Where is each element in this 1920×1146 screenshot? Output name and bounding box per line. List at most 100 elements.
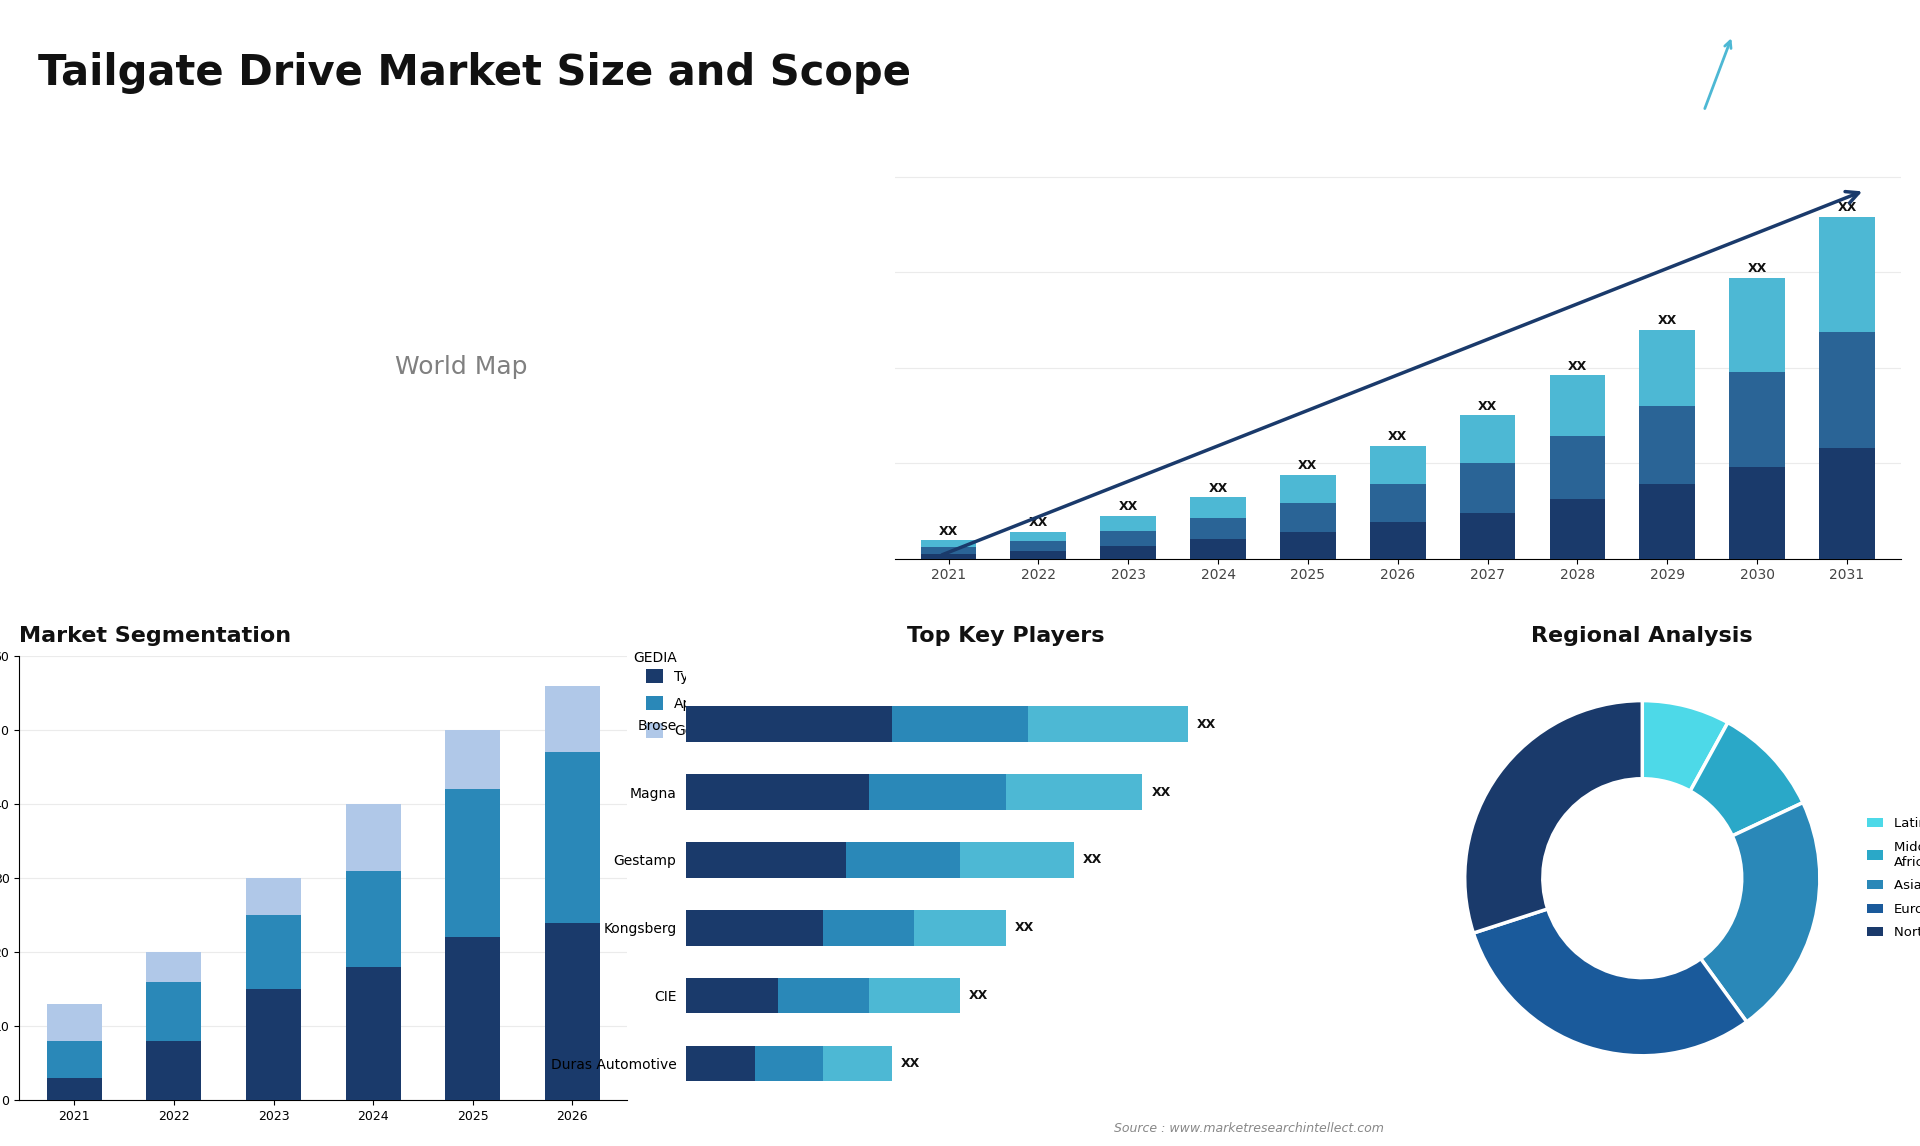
Bar — [922, 547, 977, 554]
Bar — [1190, 540, 1246, 558]
Bar — [1369, 484, 1425, 523]
Bar — [1549, 437, 1605, 500]
Text: XX: XX — [1298, 458, 1317, 472]
Text: XX: XX — [1016, 921, 1035, 934]
Bar — [1730, 278, 1786, 371]
Bar — [1640, 330, 1695, 406]
Bar — [1818, 217, 1874, 331]
Bar — [1010, 551, 1066, 558]
Wedge shape — [1473, 909, 1747, 1055]
Bar — [1281, 532, 1336, 558]
Bar — [685, 842, 847, 878]
Bar — [1010, 532, 1066, 541]
Text: XX: XX — [939, 525, 958, 537]
Bar — [922, 541, 977, 547]
Text: XX: XX — [1569, 360, 1588, 372]
Text: Market Segmentation: Market Segmentation — [19, 627, 292, 646]
Bar — [1369, 446, 1425, 484]
Bar — [146, 952, 202, 982]
Bar — [755, 1046, 824, 1082]
Bar — [146, 982, 202, 1041]
Bar — [1010, 541, 1066, 551]
Bar — [847, 842, 960, 878]
Wedge shape — [1465, 700, 1642, 933]
Text: MARKET
RESEARCH
INTELLECT: MARKET RESEARCH INTELLECT — [1759, 66, 1824, 105]
Wedge shape — [1690, 723, 1803, 835]
Bar — [868, 775, 1006, 810]
Bar — [824, 1046, 891, 1082]
Text: XX: XX — [1119, 500, 1139, 512]
Bar — [922, 554, 977, 558]
Bar — [685, 910, 824, 945]
Bar — [545, 923, 599, 1100]
Bar — [1369, 523, 1425, 558]
Bar — [445, 937, 501, 1100]
Bar — [1459, 416, 1515, 463]
Bar — [146, 1041, 202, 1100]
Bar — [545, 753, 599, 923]
Bar — [1730, 466, 1786, 558]
Bar — [1459, 512, 1515, 558]
Text: World Map: World Map — [394, 355, 528, 378]
Text: XX: XX — [1747, 262, 1766, 275]
Bar — [891, 706, 1029, 741]
Bar — [246, 878, 301, 916]
Bar — [1190, 518, 1246, 540]
Text: XX: XX — [1208, 481, 1227, 495]
Text: Tailgate Drive Market Size and Scope: Tailgate Drive Market Size and Scope — [38, 52, 912, 94]
Bar — [1190, 497, 1246, 518]
Bar — [685, 706, 891, 741]
Bar — [1281, 503, 1336, 532]
Bar — [778, 979, 868, 1013]
Bar — [46, 1078, 102, 1100]
Bar — [346, 871, 401, 967]
Bar — [346, 967, 401, 1100]
Bar — [685, 1046, 755, 1082]
Title: Regional Analysis: Regional Analysis — [1532, 627, 1753, 646]
Bar — [1100, 516, 1156, 531]
Bar — [914, 910, 1006, 945]
Bar — [1818, 331, 1874, 448]
Bar — [1549, 376, 1605, 437]
Bar — [445, 790, 501, 937]
Legend: Latin America, Middle East &
Africa, Asia Pacific, Europe, North America: Latin America, Middle East & Africa, Asi… — [1862, 811, 1920, 944]
Text: XX: XX — [1029, 516, 1048, 529]
Bar — [1006, 775, 1142, 810]
Bar — [46, 1041, 102, 1078]
Wedge shape — [1642, 700, 1728, 791]
Text: XX: XX — [1837, 202, 1857, 214]
Bar — [46, 1004, 102, 1041]
Text: XX: XX — [1388, 430, 1407, 444]
Bar — [1640, 406, 1695, 484]
Bar — [1029, 706, 1188, 741]
Text: XX: XX — [900, 1058, 920, 1070]
Bar — [868, 979, 960, 1013]
Bar — [1459, 463, 1515, 512]
Bar — [1818, 448, 1874, 558]
Bar — [246, 916, 301, 989]
Bar — [246, 989, 301, 1100]
Bar — [1281, 474, 1336, 503]
Bar — [346, 804, 401, 871]
Bar — [685, 979, 778, 1013]
Text: Source : www.marketresearchintellect.com: Source : www.marketresearchintellect.com — [1114, 1122, 1384, 1135]
Bar — [545, 685, 599, 753]
Bar — [1100, 547, 1156, 558]
Legend: Type, Application, Geography: Type, Application, Geography — [641, 664, 756, 744]
Bar — [685, 775, 868, 810]
Wedge shape — [1701, 802, 1820, 1022]
Bar — [1100, 531, 1156, 547]
Text: XX: XX — [1083, 854, 1102, 866]
Bar — [1549, 500, 1605, 558]
Bar — [960, 842, 1073, 878]
Text: XX: XX — [1152, 785, 1171, 799]
Title: Top Key Players: Top Key Players — [906, 627, 1104, 646]
Bar — [445, 730, 501, 790]
Text: XX: XX — [1478, 400, 1498, 413]
Text: XX: XX — [1198, 717, 1217, 731]
Bar — [824, 910, 914, 945]
Bar — [1640, 484, 1695, 558]
Bar — [1730, 371, 1786, 466]
Text: XX: XX — [970, 989, 989, 1003]
Text: XX: XX — [1657, 314, 1676, 327]
